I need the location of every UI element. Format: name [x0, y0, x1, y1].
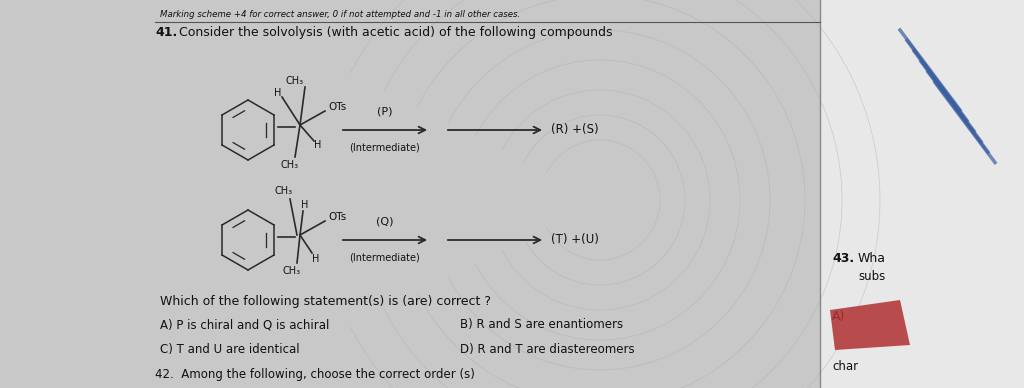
Text: OTs: OTs	[328, 212, 346, 222]
Text: Wha: Wha	[858, 252, 886, 265]
Text: (Intermediate): (Intermediate)	[349, 142, 421, 152]
Text: Which of the following statement(s) is (are) correct ?: Which of the following statement(s) is (…	[160, 295, 490, 308]
Text: A): A)	[831, 310, 846, 323]
Text: (T) +(U): (T) +(U)	[551, 234, 599, 246]
Text: CH₃: CH₃	[281, 160, 299, 170]
Text: subs: subs	[858, 270, 886, 283]
FancyBboxPatch shape	[820, 0, 1024, 388]
Text: 42.  Among the following, choose the correct order (s): 42. Among the following, choose the corr…	[155, 368, 475, 381]
Text: char: char	[831, 360, 858, 373]
Text: CH₃: CH₃	[283, 266, 301, 276]
Text: CH₃: CH₃	[274, 186, 293, 196]
Text: (R) +(S): (R) +(S)	[551, 123, 599, 137]
Text: H: H	[274, 88, 282, 98]
Text: 43.: 43.	[831, 252, 854, 265]
Text: Consider the solvolysis (with acetic acid) of the following compounds: Consider the solvolysis (with acetic aci…	[175, 26, 612, 39]
Text: OTs: OTs	[328, 102, 346, 112]
Text: D) R and T are diastereomers: D) R and T are diastereomers	[460, 343, 635, 356]
Text: H: H	[301, 200, 308, 210]
Text: C) T and U are identical: C) T and U are identical	[160, 343, 300, 356]
Text: (P): (P)	[377, 106, 393, 116]
Polygon shape	[830, 300, 910, 350]
Text: H: H	[312, 254, 319, 264]
Text: CH₃: CH₃	[286, 76, 304, 86]
Text: B) R and S are enantiomers: B) R and S are enantiomers	[460, 318, 624, 331]
Text: A) P is chiral and Q is achiral: A) P is chiral and Q is achiral	[160, 318, 330, 331]
Text: H: H	[314, 140, 322, 150]
Text: Marking scheme +4 for correct answer, 0 if not attempted and -1 in all other cas: Marking scheme +4 for correct answer, 0 …	[160, 10, 520, 19]
Text: 41.: 41.	[155, 26, 177, 39]
Text: (Q): (Q)	[376, 216, 394, 226]
Text: (Intermediate): (Intermediate)	[349, 252, 421, 262]
